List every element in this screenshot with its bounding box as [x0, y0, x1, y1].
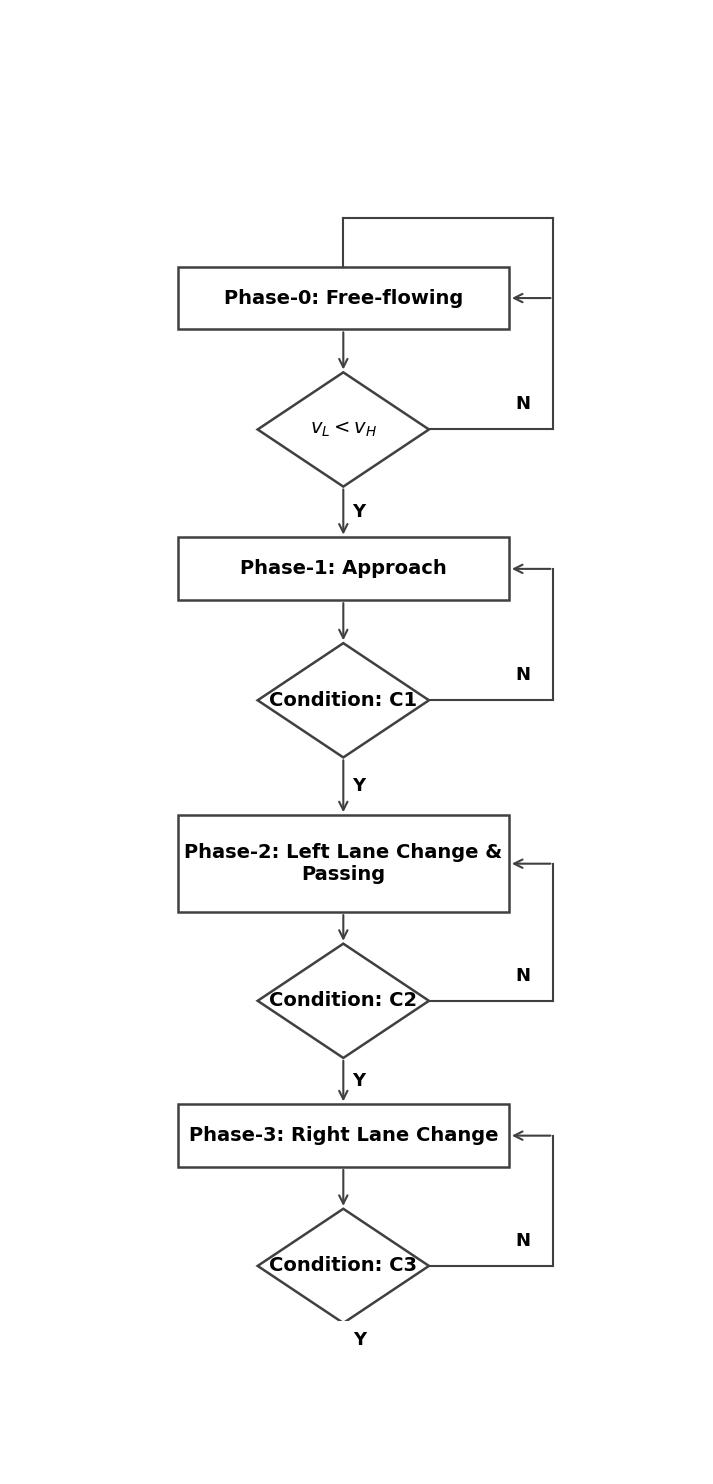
- Text: Y: Y: [352, 503, 365, 521]
- Text: Y: Y: [352, 1071, 365, 1091]
- Text: Condition: C3: Condition: C3: [270, 1257, 417, 1275]
- Text: Phase-1: Approach: Phase-1: Approach: [240, 559, 446, 579]
- Text: Condition: C1: Condition: C1: [270, 690, 417, 709]
- Polygon shape: [257, 372, 429, 487]
- Text: N: N: [515, 1232, 530, 1250]
- Text: Condition: C2: Condition: C2: [270, 991, 417, 1011]
- Text: N: N: [515, 966, 530, 985]
- Text: Y: Y: [352, 778, 365, 795]
- Polygon shape: [257, 643, 429, 757]
- FancyBboxPatch shape: [178, 537, 509, 601]
- Text: Phase-0: Free-flowing: Phase-0: Free-flowing: [224, 288, 463, 307]
- Text: Phase-3: Right Lane Change: Phase-3: Right Lane Change: [188, 1126, 498, 1146]
- Text: N: N: [515, 666, 530, 684]
- Text: $v_L < v_H$: $v_L < v_H$: [309, 420, 377, 439]
- Text: Y: Y: [354, 1331, 366, 1349]
- FancyBboxPatch shape: [178, 267, 509, 329]
- Polygon shape: [257, 944, 429, 1058]
- Polygon shape: [257, 1209, 429, 1324]
- FancyBboxPatch shape: [178, 1104, 509, 1166]
- Text: Phase-2: Left Lane Change &
Passing: Phase-2: Left Lane Change & Passing: [184, 843, 503, 884]
- Text: N: N: [515, 395, 530, 414]
- FancyBboxPatch shape: [178, 815, 509, 913]
